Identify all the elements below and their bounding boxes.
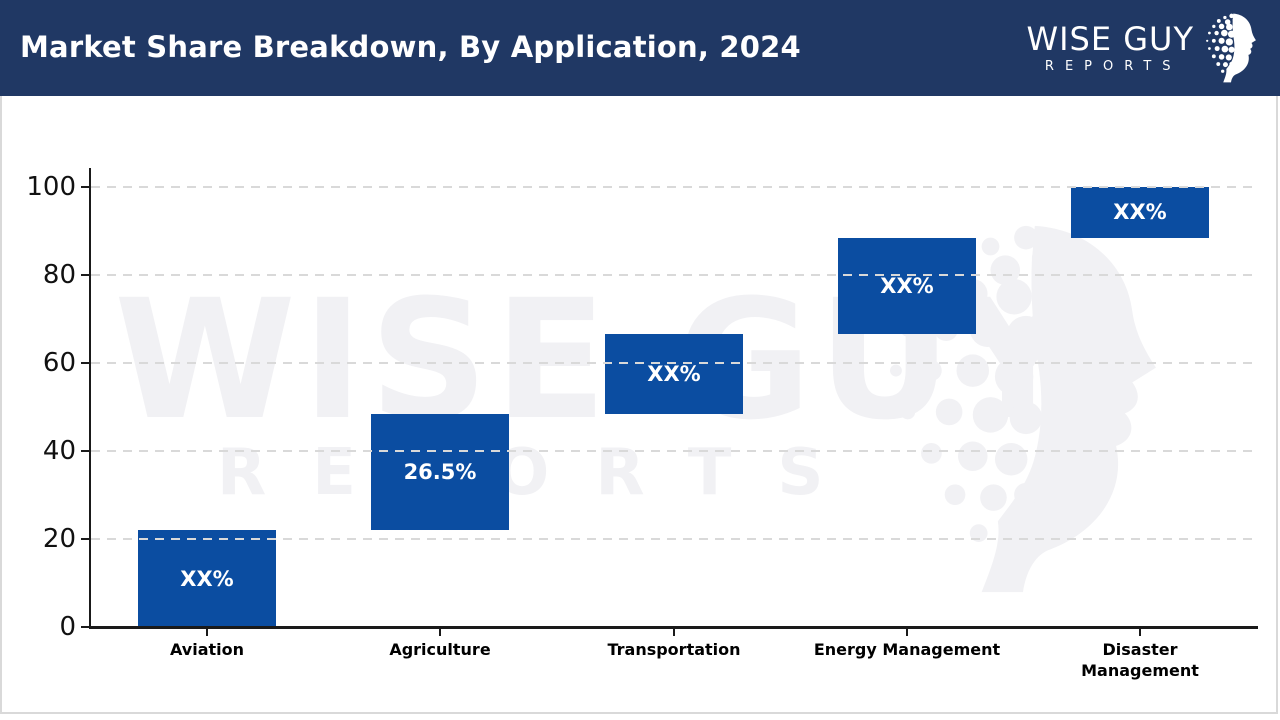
gridline-20 bbox=[91, 538, 1256, 540]
bar-value-label-energy-management: XX% bbox=[880, 273, 934, 298]
figure-title: Market Share Breakdown, By Application, … bbox=[20, 30, 801, 65]
gridline-60 bbox=[91, 362, 1256, 364]
y-tick-label-40: 40 bbox=[42, 436, 76, 466]
bar-energy-management: XX% bbox=[838, 237, 976, 335]
bar-value-label-disaster-management: XX% bbox=[1113, 200, 1167, 225]
bar-transportation: XX% bbox=[605, 334, 743, 414]
x-category-label-transportation: Transportation bbox=[554, 640, 794, 661]
x-category-label-line: Management bbox=[1081, 660, 1199, 680]
wiseguy-logo: WISE GUY REPORTS bbox=[1026, 11, 1262, 85]
x-tick-energy-management bbox=[906, 629, 908, 636]
x-category-label-line: Disaster bbox=[1102, 640, 1178, 659]
bar-value-label-transportation: XX% bbox=[647, 361, 701, 386]
x-tick-transportation bbox=[673, 629, 675, 636]
y-tick-40 bbox=[81, 450, 89, 452]
gridline-80 bbox=[91, 274, 1256, 276]
gridline-100 bbox=[91, 186, 1256, 188]
y-tick-label-60: 60 bbox=[42, 348, 76, 378]
x-category-label-line: Agriculture bbox=[389, 640, 491, 659]
logo-text: WISE GUY REPORTS bbox=[1026, 23, 1194, 73]
y-axis bbox=[89, 168, 91, 629]
x-category-label-agriculture: Agriculture bbox=[320, 640, 560, 661]
x-category-label-disaster-management: Disaster Management bbox=[1020, 640, 1260, 682]
x-category-label-energy-management: Energy Management bbox=[787, 640, 1027, 661]
x-tick-disaster-management bbox=[1139, 629, 1141, 636]
logo-wordmark: WISE GUY bbox=[1026, 20, 1194, 58]
logo-subtext: REPORTS bbox=[1044, 59, 1182, 74]
x-category-label-line: Energy Management bbox=[813, 640, 1001, 659]
x-category-label-line: Transportation bbox=[607, 640, 741, 659]
y-tick-label-0: 0 bbox=[59, 612, 76, 642]
y-tick-60 bbox=[81, 362, 89, 364]
bar-value-label-agriculture: 26.5% bbox=[403, 459, 477, 484]
gridline-40 bbox=[91, 450, 1256, 452]
y-tick-label-100: 100 bbox=[26, 172, 76, 202]
y-tick-label-80: 80 bbox=[42, 260, 76, 290]
figure-header: Market Share Breakdown, By Application, … bbox=[0, 0, 1280, 96]
x-category-label-aviation: Aviation bbox=[87, 640, 327, 661]
y-tick-100 bbox=[81, 186, 89, 188]
chart-area: WISE GUY REPORTS 0 20 40 60 80 100 XX% 26.5% XX%… bbox=[0, 96, 1278, 714]
y-tick-80 bbox=[81, 274, 89, 276]
y-tick-20 bbox=[81, 538, 89, 540]
x-tick-agriculture bbox=[439, 629, 441, 636]
bar-agriculture: 26.5% bbox=[371, 413, 509, 531]
bar-value-label-aviation: XX% bbox=[180, 566, 234, 591]
x-axis bbox=[89, 626, 1258, 629]
logo-face-icon bbox=[1200, 11, 1262, 85]
bar-disaster-management: XX% bbox=[1071, 187, 1209, 238]
x-category-label-line: Aviation bbox=[169, 640, 245, 659]
x-tick-aviation bbox=[206, 629, 208, 636]
bar-aviation: XX% bbox=[138, 530, 276, 627]
y-tick-0 bbox=[81, 626, 89, 628]
y-tick-label-20: 20 bbox=[42, 524, 76, 554]
